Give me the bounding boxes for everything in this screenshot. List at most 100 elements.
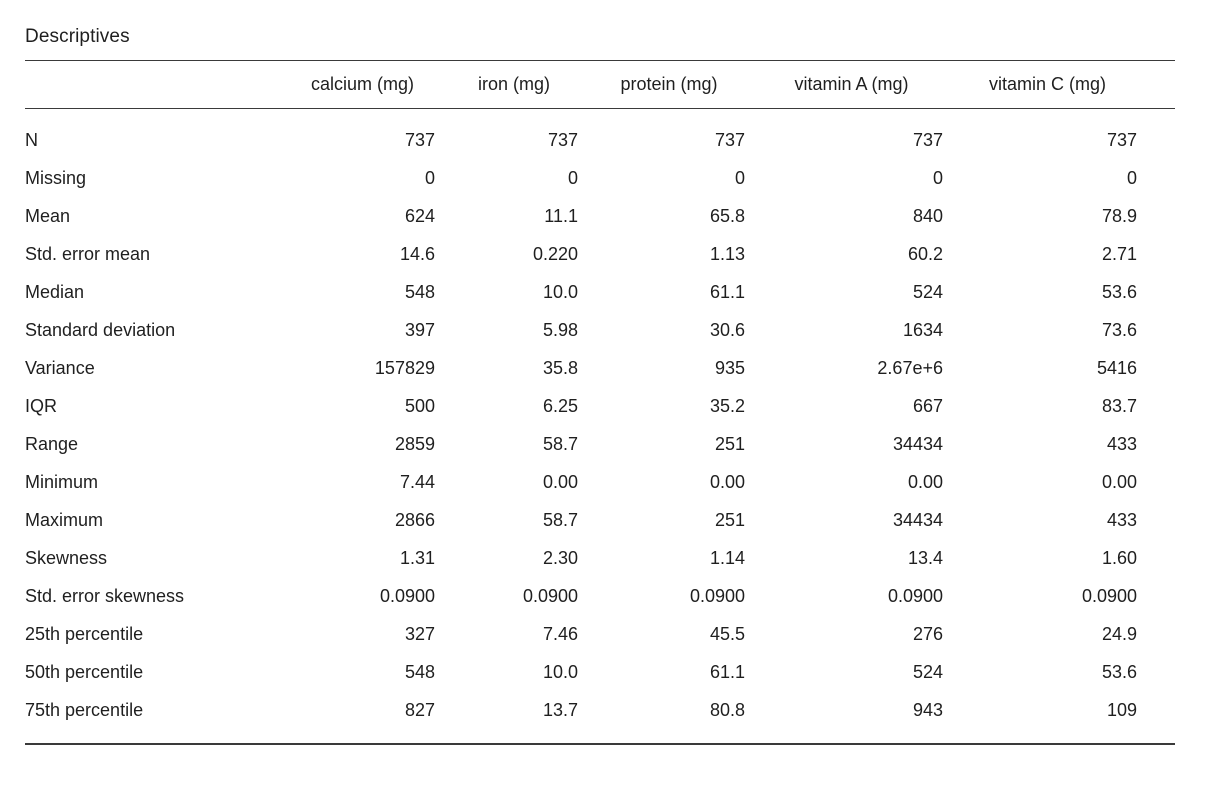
value-cell: 0.00 xyxy=(542,471,578,492)
value-cell: 433 xyxy=(1106,509,1137,530)
value-cell: 0.0900 xyxy=(379,585,435,606)
table-row: Median 548 10.0 61.1 524 53.6 xyxy=(25,273,1175,311)
value-cell: 548 xyxy=(404,281,435,302)
value-cell: 45.5 xyxy=(709,623,745,644)
value-cell: 524 xyxy=(912,281,943,302)
value-cell: 109 xyxy=(1106,699,1137,720)
table-header: calcium (mg) iron (mg) protein (mg) vitamin… xyxy=(25,61,1175,109)
value-cell: 2859 xyxy=(394,433,435,454)
value-cell: 1.13 xyxy=(709,243,745,264)
row-label: Standard deviation xyxy=(25,319,176,340)
column-header: vitamin A (mg) xyxy=(794,74,909,94)
row-label: Skewness xyxy=(25,547,108,568)
value-cell: 5416 xyxy=(1096,357,1137,378)
value-cell: 1634 xyxy=(902,319,943,340)
value-cell: 524 xyxy=(912,661,943,682)
value-cell: 35.2 xyxy=(709,395,745,416)
row-label: Std. error mean xyxy=(25,243,151,264)
table-row: Maximum 2866 58.7 251 34434 433 xyxy=(25,501,1175,539)
header-row: calcium (mg) iron (mg) protein (mg) vitamin… xyxy=(25,61,1175,109)
table-row: N 737 737 737 737 737 xyxy=(25,109,1175,160)
value-cell: 397 xyxy=(404,319,435,340)
value-cell: 667 xyxy=(912,395,943,416)
value-cell: 327 xyxy=(404,623,435,644)
value-cell: 7.44 xyxy=(399,471,435,492)
value-cell: 2.71 xyxy=(1101,243,1137,264)
value-cell: 35.8 xyxy=(542,357,578,378)
value-cell: 827 xyxy=(404,699,435,720)
table-row: Variance 157829 35.8 935 2.67e+6 5416 xyxy=(25,349,1175,387)
value-cell: 0.00 xyxy=(709,471,745,492)
table-row: Std. error mean 14.6 0.220 1.13 60.2 2.71 xyxy=(25,235,1175,273)
row-label: IQR xyxy=(25,395,58,416)
value-cell: 10.0 xyxy=(542,281,578,302)
table-row: Range 2859 58.7 251 34434 433 xyxy=(25,425,1175,463)
value-cell: 0.0900 xyxy=(1081,585,1137,606)
value-cell: 13.7 xyxy=(542,699,578,720)
value-cell: 58.7 xyxy=(542,433,578,454)
value-cell: 14.6 xyxy=(399,243,435,264)
value-cell: 58.7 xyxy=(542,509,578,530)
table-body: N 737 737 737 737 737 Missing 0 0 0 0 0 Mean 624 11.1 6… xyxy=(25,109,1175,745)
value-cell: 433 xyxy=(1106,433,1137,454)
value-cell: 251 xyxy=(714,509,745,530)
value-cell: 935 xyxy=(714,357,745,378)
value-cell: 737 xyxy=(1106,129,1137,150)
row-label: 25th percentile xyxy=(25,623,144,644)
row-label: Std. error skewness xyxy=(25,585,185,606)
table-row: Missing 0 0 0 0 0 xyxy=(25,159,1175,197)
value-cell: 2866 xyxy=(394,509,435,530)
value-cell: 11.1 xyxy=(544,205,578,226)
value-cell: 0.00 xyxy=(1101,471,1137,492)
table-row: Std. error skewness 0.0900 0.0900 0.0900 0.0… xyxy=(25,577,1175,615)
row-label: Maximum xyxy=(25,509,104,530)
table-title: Descriptives xyxy=(25,26,130,47)
value-cell: 53.6 xyxy=(1101,281,1137,302)
descriptives-table: calcium (mg) iron (mg) protein (mg) vitamin… xyxy=(25,60,1175,745)
table-row: 75th percentile 827 13.7 80.8 943 109 xyxy=(25,691,1175,744)
row-label: N xyxy=(25,129,38,150)
value-cell: 0.0900 xyxy=(887,585,943,606)
row-label: Variance xyxy=(25,357,95,378)
value-cell: 13.4 xyxy=(907,547,943,568)
value-cell: 34434 xyxy=(892,509,943,530)
value-cell: 2.67e+6 xyxy=(877,357,943,378)
value-cell: 73.6 xyxy=(1101,319,1137,340)
table-row: 50th percentile 548 10.0 61.1 524 53.6 xyxy=(25,653,1175,691)
row-label: 75th percentile xyxy=(25,699,144,720)
value-cell: 737 xyxy=(547,129,578,150)
value-cell: 0 xyxy=(424,167,435,188)
value-cell: 10.0 xyxy=(542,661,578,682)
table-row: Skewness 1.31 2.30 1.14 13.4 1.60 xyxy=(25,539,1175,577)
row-label: Range xyxy=(25,433,79,454)
value-cell: 24.9 xyxy=(1101,623,1137,644)
value-cell: 624 xyxy=(404,205,435,226)
value-cell: 2.30 xyxy=(542,547,578,568)
table-row: Standard deviation 397 5.98 30.6 1634 73.6 xyxy=(25,311,1175,349)
table-row: Minimum 7.44 0.00 0.00 0.00 0.00 xyxy=(25,463,1175,501)
value-cell: 737 xyxy=(404,129,435,150)
value-cell: 1.31 xyxy=(399,547,435,568)
column-header: calcium (mg) xyxy=(310,74,414,94)
value-cell: 0 xyxy=(932,167,943,188)
row-label: Mean xyxy=(25,205,71,226)
value-cell: 737 xyxy=(714,129,745,150)
value-cell: 737 xyxy=(912,129,943,150)
value-cell: 0 xyxy=(734,167,745,188)
value-cell: 251 xyxy=(714,433,745,454)
value-cell: 78.9 xyxy=(1101,205,1137,226)
value-cell: 65.8 xyxy=(709,205,745,226)
value-cell: 548 xyxy=(404,661,435,682)
table-row: IQR 500 6.25 35.2 667 83.7 xyxy=(25,387,1175,425)
value-cell: 7.46 xyxy=(542,623,578,644)
value-cell: 500 xyxy=(404,395,435,416)
column-header: protein (mg) xyxy=(620,74,718,94)
value-cell: 61.1 xyxy=(709,661,745,682)
value-cell: 0 xyxy=(567,167,578,188)
value-cell: 1.14 xyxy=(709,547,745,568)
table-row: 25th percentile 327 7.46 45.5 276 24.9 xyxy=(25,615,1175,653)
value-cell: 157829 xyxy=(374,357,435,378)
value-cell: 943 xyxy=(912,699,943,720)
table-row: Mean 624 11.1 65.8 840 78.9 xyxy=(25,197,1175,235)
value-cell: 30.6 xyxy=(709,319,745,340)
